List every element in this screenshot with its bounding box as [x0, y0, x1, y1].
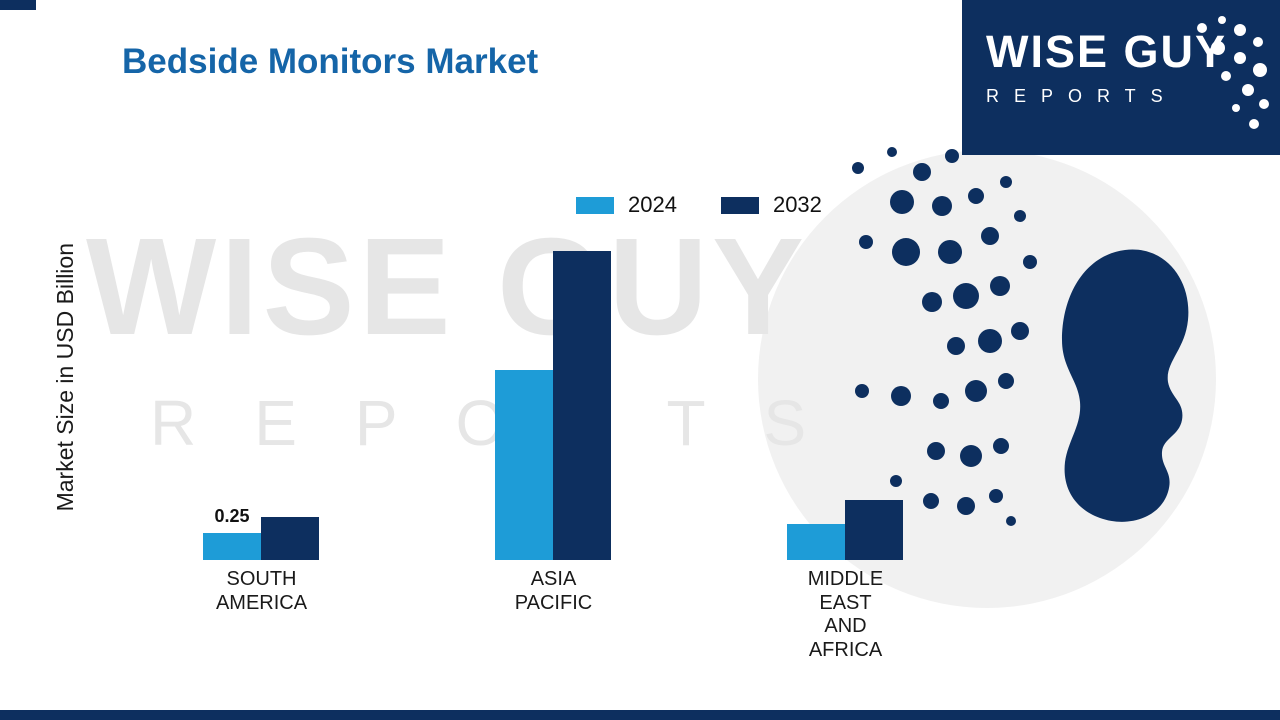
- category-label-south-america: SOUTH AMERICA: [215, 568, 308, 614]
- logo-wiseguy-text: WISE GUY: [986, 26, 1228, 77]
- bar-middle-east-africa-2032: [845, 500, 903, 560]
- watermark-reports-text: REPORTS: [150, 386, 864, 460]
- legend-label-2024: 2024: [628, 192, 677, 217]
- category-label-middle-east-africa: MIDDLE EAST AND AFRICA: [807, 568, 884, 661]
- bottom-accent-bar: [0, 710, 1280, 720]
- logo-reports-text: REPORTS: [986, 86, 1178, 106]
- bar-south-america-2024: [203, 533, 261, 560]
- legend-swatch-2032: [720, 196, 759, 214]
- logo-face-icon: [1197, 16, 1269, 129]
- brand-header: WISE GUY REPORTS: [962, 0, 1280, 155]
- y-axis-label: Market Size in USD Billion: [52, 242, 78, 512]
- bar-group-middle-east-africa: MIDDLE EAST AND AFRICA: [787, 235, 904, 662]
- chart-legend: 2024 2032: [576, 192, 822, 218]
- bar-group-asia-pacific: ASIA PACIFIC: [495, 235, 612, 615]
- bar-value-label: 0.25: [214, 506, 250, 526]
- bar-south-america-2032: [261, 517, 319, 560]
- page-title: Bedside Monitors Market: [122, 42, 539, 81]
- bar-asia-pacific-2032: [553, 251, 611, 560]
- watermark-wiseguy-text: WISE GUY: [86, 210, 809, 364]
- legend-label-2032: 2032: [772, 192, 822, 217]
- top-accent-strip: [0, 0, 36, 10]
- bar-group-south-america: SOUTH AMERICA: [203, 235, 320, 615]
- legend-swatch-2024: [576, 196, 614, 214]
- bar-middle-east-africa-2024: [787, 524, 845, 560]
- category-label-asia-pacific: ASIA PACIFIC: [514, 568, 593, 614]
- bar-asia-pacific-2024: [495, 370, 553, 560]
